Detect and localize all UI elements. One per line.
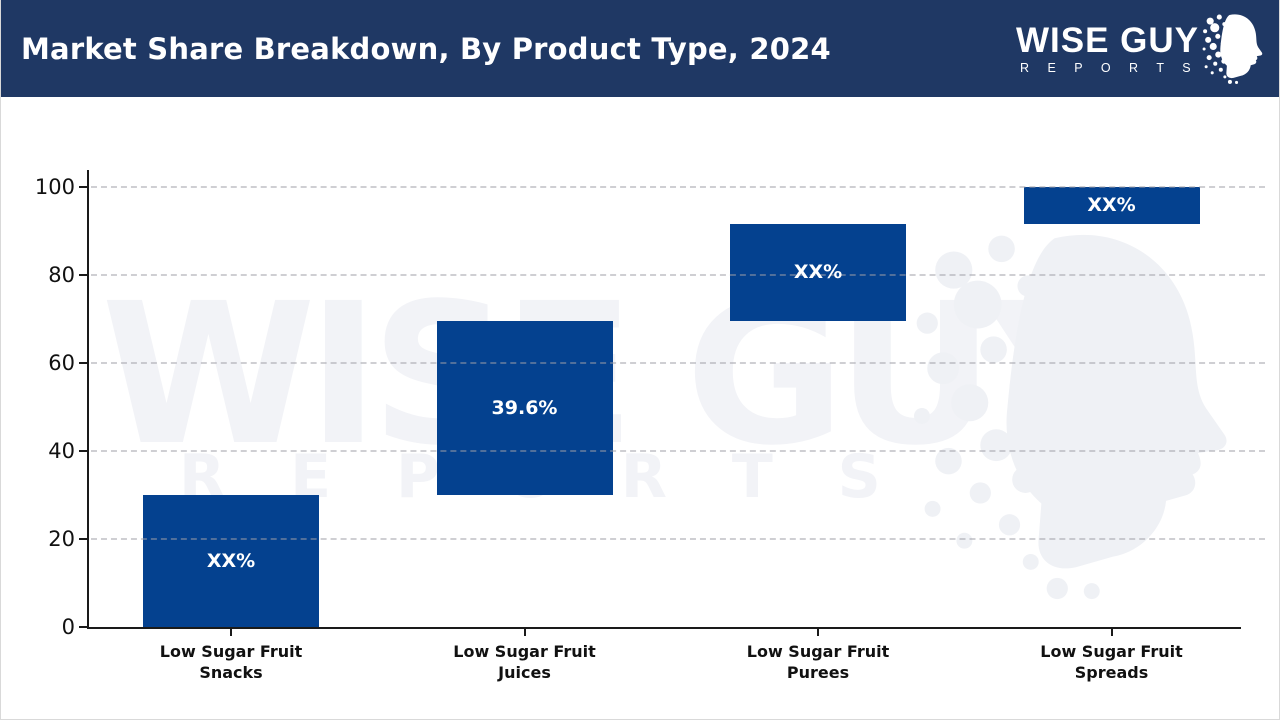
gridline-40 [91, 450, 1265, 452]
category-label: Low Sugar Fruit Snacks [159, 642, 303, 683]
bar-value-label: 39.6% [491, 396, 558, 419]
y-axis-tick [79, 450, 87, 452]
x-axis-tick [523, 629, 526, 636]
gridline-60 [91, 362, 1265, 364]
bar-segment [436, 320, 613, 495]
bar-segment [143, 495, 319, 627]
y-tick-label: 100 [34, 175, 75, 199]
x-axis-tick [230, 629, 232, 636]
logo-text: WISE GUY R E P O R T S [1016, 23, 1199, 75]
category-label: Low Sugar Fruit Juices [453, 642, 596, 683]
y-tick-label: 0 [61, 615, 75, 639]
y-tick-label: 40 [48, 439, 75, 463]
category-label: Low Sugar Fruit Spreads [1040, 642, 1183, 683]
y-axis-tick [79, 274, 87, 276]
gridline-80 [91, 274, 1265, 276]
x-axis-tick [817, 629, 819, 636]
gridline-20 [91, 538, 1265, 540]
bar-value-label: XX% [206, 550, 256, 572]
logo-subtitle: R E P O R T S [1019, 60, 1199, 75]
bar-value-label: XX% [793, 261, 843, 284]
y-tick-label: 80 [48, 263, 75, 287]
header: Market Share Breakdown, By Product Type,… [1, 0, 1279, 97]
wiseguy-head-icon [1202, 13, 1263, 84]
y-axis-tick [79, 186, 87, 188]
gridline-100 [91, 186, 1265, 188]
y-axis-tick [79, 538, 87, 540]
y-axis-tick [79, 362, 87, 364]
bar-value-label: XX% [1087, 194, 1136, 217]
x-axis-tick [1110, 629, 1113, 636]
logo-wordmark: WISE GUY [1015, 20, 1199, 60]
bar-segment [730, 223, 906, 321]
y-axis-line [87, 170, 89, 629]
page-title: Market Share Breakdown, By Product Type,… [21, 31, 831, 66]
y-axis-tick [79, 626, 87, 628]
y-tick-label: 60 [48, 351, 75, 375]
category-label: Low Sugar Fruit Purees [746, 642, 890, 683]
x-axis-line [87, 627, 1241, 629]
plot: XX% Low Sugar Fruit Snacks 39.6% Low Sugar … [1, 97, 1279, 719]
y-tick-label: 20 [48, 527, 75, 551]
chart-area: WISE GUY R E P O R T S XX%Low Sugar Frui… [1, 97, 1279, 719]
wiseguy-logo: WISE GUY R E P O R T S [1016, 11, 1267, 87]
bar-segment [1023, 187, 1200, 224]
watermark-head-icon [913, 234, 1227, 600]
